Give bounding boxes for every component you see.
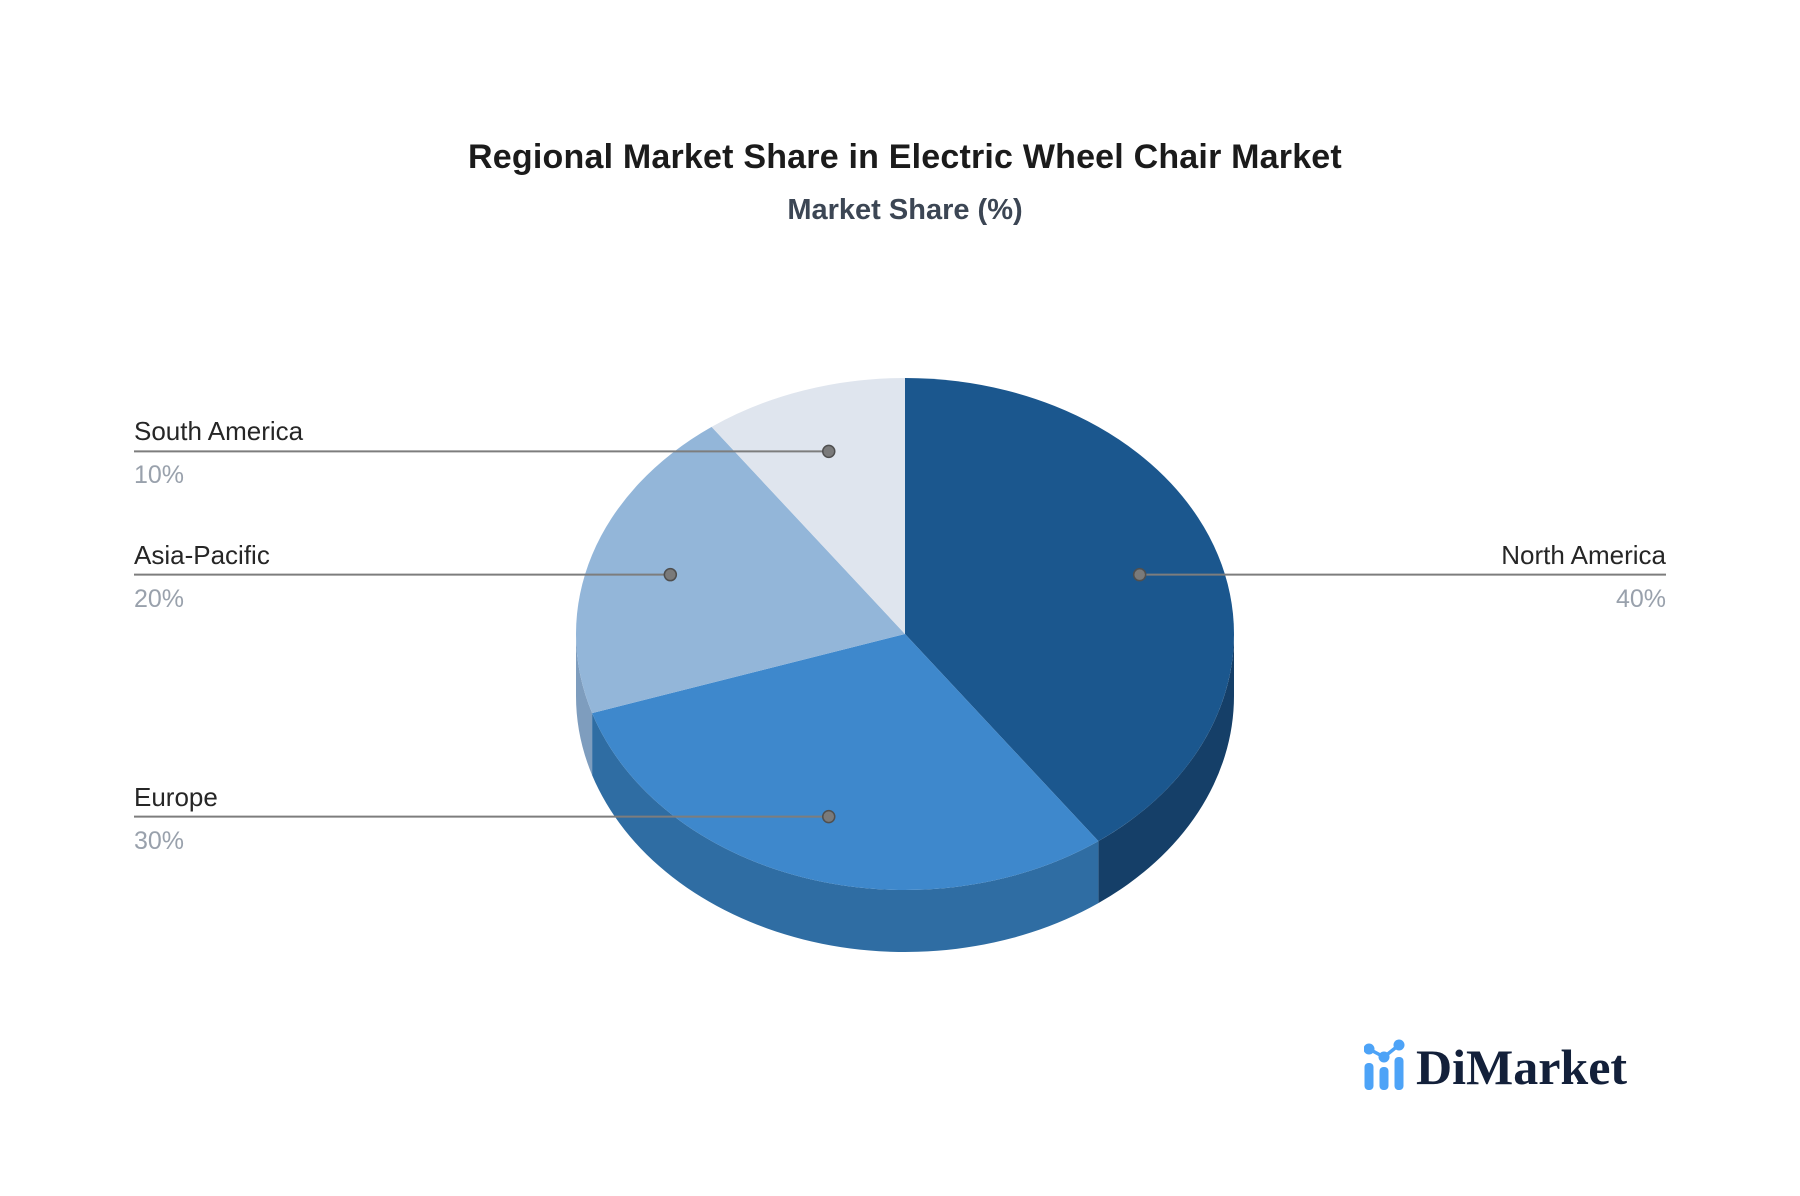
callout-dot-europe [822,809,836,824]
pie-slice-side-europe [592,713,1099,952]
pie-label-name: South America [134,416,304,447]
pie-slice-south-america [711,378,905,634]
callout-dot-north-america [1132,567,1147,582]
chart-subtitle: Market Share (%) [787,194,1023,226]
pie-label-name: Europe [134,781,218,812]
pie-label-north-america: North America 40% [1501,540,1666,613]
pie-slice-europe [592,634,1099,890]
pie-label-percent: 30% [134,826,185,855]
pie-label-percent: 20% [134,584,185,613]
page-title: Regional Market Share in Electric Wheel … [468,138,1342,176]
pie-slice-side-asia-pacific [576,634,593,776]
pie-label-europe: Europe 30% [134,782,218,855]
bar-trend-chart-icon [1364,1039,1405,1090]
pie-label-asia-pacific: Asia-Pacific 20% [134,540,270,613]
pie-label-name: North America [1501,539,1666,570]
pie-slice-north-america [905,378,1234,842]
dimarket-logo: DiMarket [1364,1038,1627,1092]
pie-label-percent: 40% [1615,584,1666,613]
pie-label-name: Asia-Pacific [134,539,270,570]
callout-dot-south-america [822,444,836,459]
callout-dot-asia-pacific [663,567,678,582]
pie-slice-asia-pacific [576,426,905,714]
logo-text: DiMarket [1416,1039,1628,1095]
pie-label-percent: 10% [134,461,185,490]
pie-slice-side-north-america [1098,634,1234,904]
pie-label-south-america: South America 10% [134,416,303,489]
